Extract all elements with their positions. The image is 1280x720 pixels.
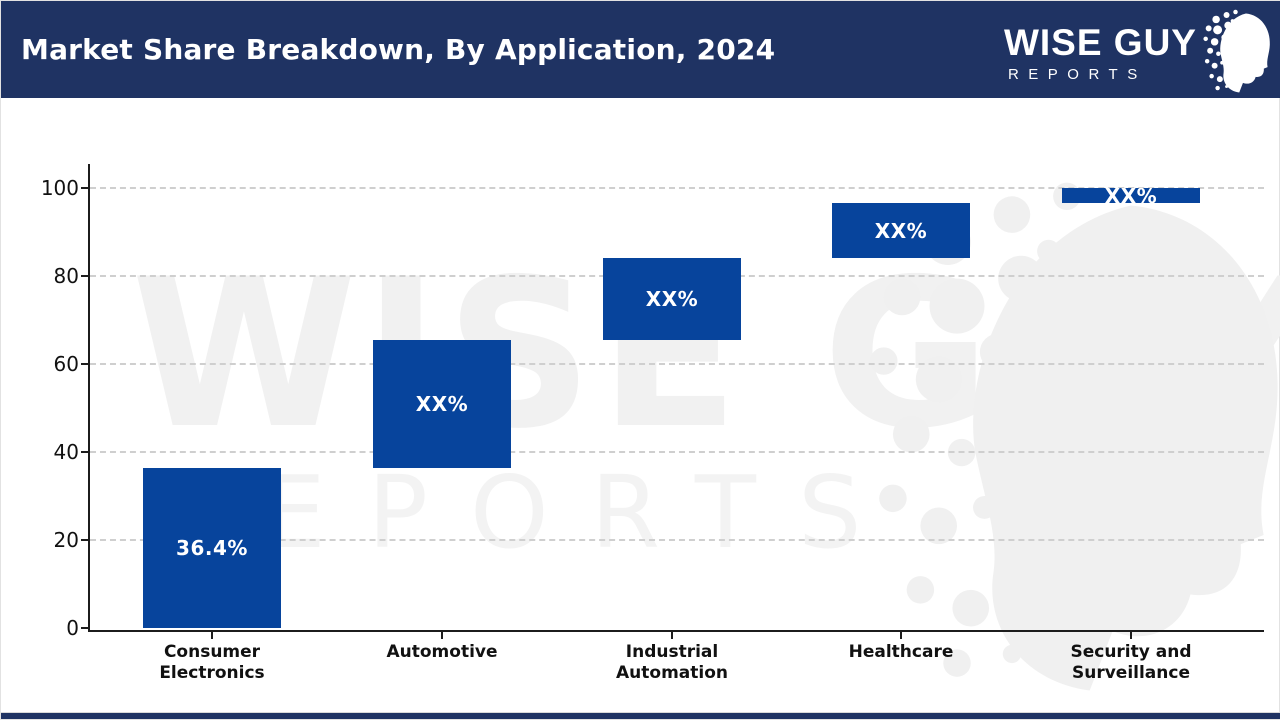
bar-segment: XX% [373,339,511,468]
x-category-label: Healthcare [781,642,1021,663]
y-tick-label: 40 [53,440,79,464]
bar-segment: XX% [603,258,741,340]
x-category-label-line: Consumer [163,642,261,662]
y-tick-mark [81,539,88,541]
gridline [90,539,1264,541]
y-tick-mark [81,187,88,189]
bar-value-label: XX% [645,287,699,312]
x-category-label-line: Security and [1070,642,1192,662]
bar-value-label: XX% [1104,183,1158,208]
bar-value-label: 36.4% [176,535,248,560]
brand-logo: WISE GUY REPORTS [1004,9,1275,97]
y-tick-mark [81,275,88,277]
y-tick-label: 100 [40,176,79,200]
x-tick-mark [441,632,443,639]
x-category-label-line: Healthcare [848,642,954,662]
y-tick-label: 0 [66,616,79,640]
bar-value-label: XX% [415,391,469,416]
brand-wordmark: WISE GUY [1003,21,1197,63]
y-tick-label: 80 [53,264,79,288]
y-tick-label: 60 [53,352,79,376]
brand-head-icon [1203,9,1270,93]
gridline [90,363,1264,365]
x-tick-mark [1130,632,1132,639]
header-bar: Market Share Breakdown, By Application, … [1,1,1280,98]
chart-title: Market Share Breakdown, By Application, … [21,33,776,66]
gridline [90,187,1264,189]
x-tick-mark [671,632,673,639]
x-axis-line [88,630,1264,632]
x-category-label-line: Electronics [159,663,265,683]
bar-value-label: XX% [874,218,928,243]
y-tick-mark [81,451,88,453]
x-category-label-line: Industrial [625,642,719,662]
x-category-label-line: Surveillance [1071,663,1190,683]
x-category-label: Automotive [322,642,562,663]
y-axis-line [88,164,90,632]
y-tick-mark [81,627,88,629]
gridline [90,451,1264,453]
x-category-label-line: Automotive [386,642,498,662]
y-tick-mark [81,363,88,365]
y-tick-label: 20 [53,528,79,552]
x-category-label: Security and Surveillance [1011,642,1251,684]
footer-bar [1,712,1280,719]
bar-segment: XX% [1062,183,1200,208]
x-category-label-line: Automation [616,663,728,683]
x-tick-mark [900,632,902,639]
x-category-label: Consumer Electronics [92,642,332,684]
bar-segment: XX% [832,203,970,259]
brand-logo-text: WISE GUY REPORTS [1004,24,1197,83]
x-category-label: Industrial Automation [552,642,792,684]
brand-reports-text: REPORTS [1007,65,1147,83]
x-tick-mark [211,632,213,639]
bar-segment: 36.4% [143,467,281,628]
